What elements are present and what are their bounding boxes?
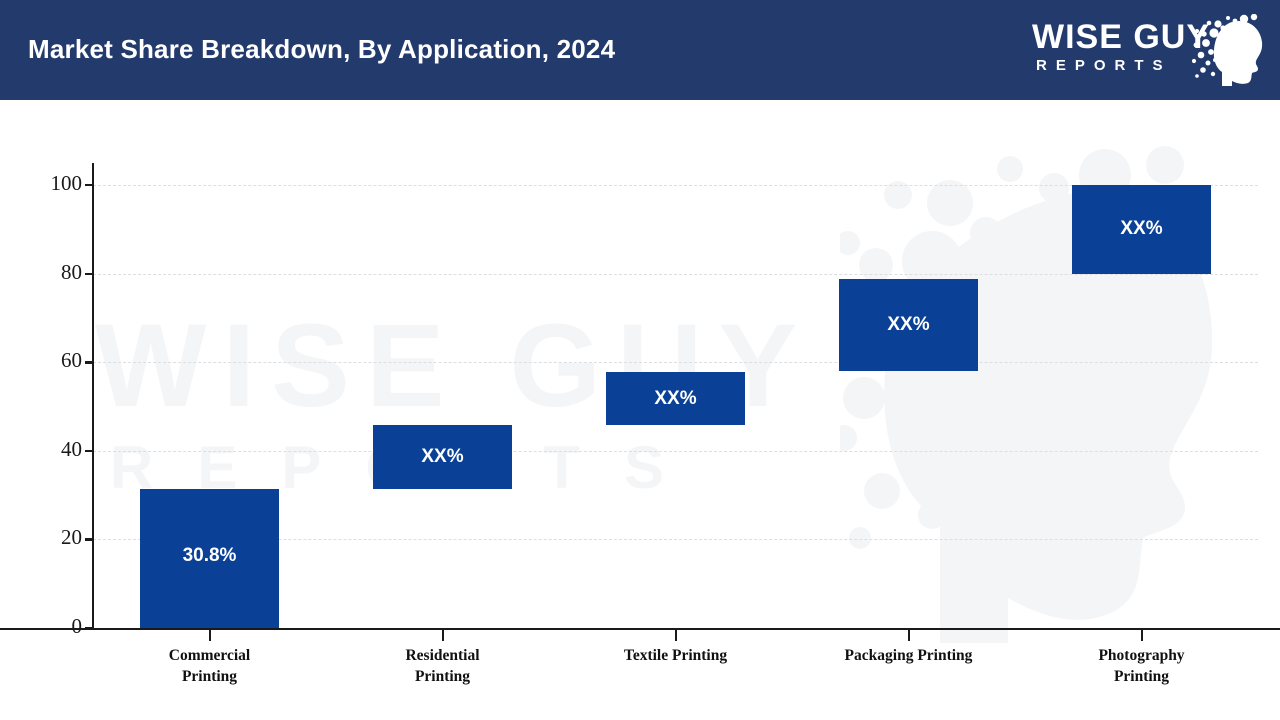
gridline — [93, 362, 1258, 364]
y-axis-tick-label: 80 — [61, 259, 82, 284]
y-axis-tick — [85, 538, 94, 541]
bar-value-label: XX% — [421, 445, 464, 467]
y-axis-tick-label: 20 — [61, 525, 82, 550]
page-title: Market Share Breakdown, By Application, … — [28, 34, 616, 64]
y-axis-tick — [85, 361, 94, 364]
head-profile-dots-icon — [1192, 14, 1263, 86]
bar[interactable]: XX% — [373, 425, 512, 489]
y-axis-tick-label: 40 — [61, 436, 82, 461]
x-axis-tick — [441, 630, 444, 641]
y-axis-tick-label: 100 — [50, 171, 83, 195]
x-axis-label-line: Residential — [405, 647, 480, 664]
header-bar: Market Share Breakdown, By Application, … — [0, 0, 1280, 103]
x-axis-label-line: Printing — [1113, 668, 1170, 685]
bar-value-label: XX% — [887, 313, 930, 335]
x-axis-label-line: Commercial — [168, 647, 251, 664]
y-axis-tick — [85, 272, 94, 275]
bar[interactable]: XX% — [1072, 185, 1211, 274]
x-axis-label-line: Photography — [1098, 647, 1185, 664]
y-axis-line — [92, 163, 95, 629]
x-axis-label-line: Packaging Printing — [844, 647, 973, 664]
bar-value-label: 30.8% — [182, 544, 237, 566]
gridline — [93, 185, 1258, 186]
x-axis-tick — [674, 630, 677, 641]
x-axis-tick-label: Photography Printing — [1022, 645, 1262, 687]
y-axis-tick-label: 60 — [61, 348, 82, 373]
x-axis-tick — [1140, 630, 1143, 641]
x-axis-label-line: Printing — [414, 668, 471, 685]
logo-reports-text: REPORTS — [1036, 57, 1172, 74]
x-axis-label-line: Printing — [181, 668, 238, 685]
bar[interactable]: XX% — [606, 372, 745, 426]
y-axis-tick — [85, 449, 94, 453]
brand-logo: WISE GUY REPORTS — [1022, 14, 1272, 86]
bar-value-label: XX% — [654, 387, 697, 409]
gridline — [93, 539, 1258, 541]
x-axis-tick — [907, 630, 910, 641]
y-axis-tick — [85, 184, 94, 187]
x-axis-label-line: Textile Printing — [623, 647, 728, 664]
y-axis-tick — [85, 627, 94, 630]
header-divider — [0, 100, 1280, 103]
x-axis-tick — [208, 630, 211, 641]
gridline — [93, 273, 1258, 275]
x-axis-line — [0, 628, 1280, 631]
x-axis-tick-label: Packaging Printing — [789, 645, 1029, 666]
bar[interactable]: XX% — [839, 278, 978, 372]
bar[interactable]: 30.8% — [140, 488, 279, 628]
y-axis-tick-label: 0 — [71, 614, 83, 638]
logo-wise-guy-text: WISE GUY — [1032, 18, 1211, 56]
x-axis-tick-label: Residential Printing — [323, 645, 563, 687]
x-axis-tick-label: Commercial Printing — [90, 645, 330, 687]
x-axis-tick-label: Textile Printing — [556, 645, 796, 666]
gridline — [93, 450, 1258, 452]
bar-value-label: XX% — [1120, 218, 1163, 240]
